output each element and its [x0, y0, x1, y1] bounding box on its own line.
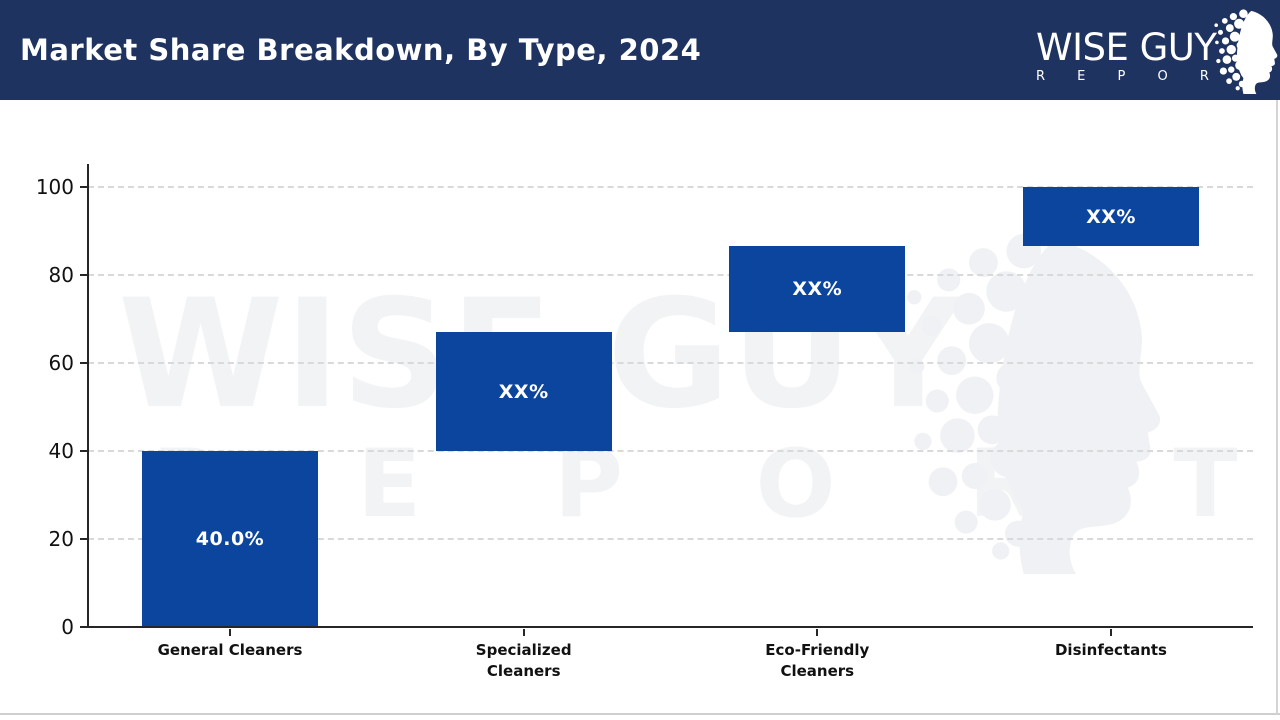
bar-eco-friendly-cleaners: XX% [729, 246, 906, 333]
y-tick-40 [80, 450, 88, 452]
y-tick-60 [80, 362, 88, 364]
logo-text: WISE GUY R E P O R T S [1036, 26, 1280, 85]
wise-guy-face-icon [1214, 9, 1278, 94]
y-tick-label-80: 80 [48, 263, 74, 287]
logo-subtitle: R E P O R T S [1036, 69, 1280, 84]
logo-wordmark: WISE GUY [1036, 26, 1217, 69]
gridline-100 [88, 186, 1253, 188]
y-axis-spine [87, 164, 89, 628]
y-tick-label-60: 60 [48, 351, 74, 375]
x-tick-3 [1110, 629, 1112, 636]
y-tick-0 [80, 626, 88, 628]
bar-general-cleaners: 40.0% [142, 451, 318, 627]
bar-value-label: XX% [1086, 205, 1136, 228]
y-tick-label-0: 0 [61, 615, 74, 639]
right-border-line [1276, 100, 1278, 714]
x-category-label-line: Eco-Friendly [765, 641, 870, 659]
bar-disinfectants: XX% [1023, 187, 1199, 247]
header-bar: Market Share Breakdown, By Type, 2024 WI… [0, 0, 1280, 100]
chart-area: WISE GUY R E P O R T S 02040608010040.0%… [0, 100, 1280, 720]
y-tick-80 [80, 274, 88, 276]
bar-value-label: XX% [792, 278, 843, 301]
wise-guy-logo: WISE GUY R E P O R T S [1026, 8, 1280, 94]
bar-value-label: 40.0% [195, 528, 265, 550]
plot-region: 0 20 40 60 80 100 40.0% XX% XX% XX% General Cleane… [0, 100, 1280, 720]
x-axis-spine [87, 626, 1253, 628]
x-category-label-line: Specialized [475, 641, 572, 659]
y-tick-20 [80, 538, 88, 540]
y-tick-label-100: 100 [35, 175, 74, 199]
y-tick-100 [80, 186, 88, 188]
chart-title: Market Share Breakdown, By Type, 2024 [20, 33, 702, 67]
watermark-face-icon [906, 233, 1160, 574]
x-category-label-line: Disinfectants [1054, 641, 1167, 659]
x-category-label-line: Cleaners [780, 662, 855, 680]
y-tick-label-40: 40 [48, 439, 74, 463]
y-tick-label-20: 20 [48, 527, 74, 551]
bar-specialized-cleaners: XX% [435, 332, 612, 451]
gridline-80 [88, 274, 1253, 276]
x-category-label: Specialized Cleaners [414, 640, 634, 682]
gridline-60 [88, 362, 1253, 364]
gridline-40 [88, 450, 1253, 452]
x-tick-1 [522, 629, 525, 636]
x-tick-0 [229, 629, 231, 636]
bar-value-label: XX% [498, 380, 549, 403]
x-category-label-line: Cleaners [486, 662, 561, 680]
x-category-label-line: General Cleaners [157, 641, 303, 659]
x-category-label: General Cleaners [120, 640, 340, 661]
x-category-label: Eco-Friendly Cleaners [707, 640, 927, 682]
bottom-border-line [0, 713, 1280, 715]
x-category-label: Disinfectants [1001, 640, 1221, 661]
x-tick-2 [816, 629, 819, 636]
gridline-20 [88, 538, 1253, 540]
